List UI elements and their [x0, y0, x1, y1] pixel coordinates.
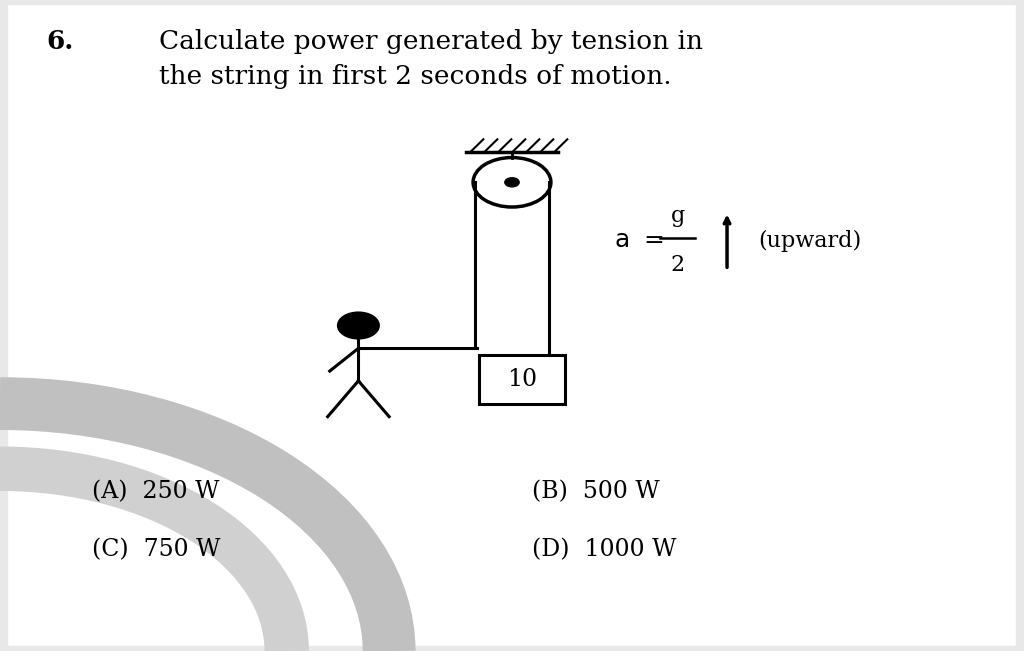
Bar	[479, 355, 565, 404]
Circle shape	[338, 312, 379, 339]
Text: (upward): (upward)	[758, 230, 861, 252]
Text: (B)  500 W: (B) 500 W	[532, 480, 660, 503]
Text: $\mathrm{a}$: $\mathrm{a}$	[614, 229, 630, 253]
Text: (A)  250 W: (A) 250 W	[92, 480, 220, 503]
Text: g: g	[671, 204, 685, 227]
Text: 2: 2	[671, 254, 685, 276]
Circle shape	[505, 178, 519, 187]
Text: (D)  1000 W: (D) 1000 W	[532, 538, 677, 562]
Text: =: =	[643, 229, 664, 253]
Text: Calculate power generated by tension in
the string in first 2 seconds of motion.: Calculate power generated by tension in …	[159, 29, 702, 89]
Text: 6.: 6.	[46, 29, 74, 54]
FancyBboxPatch shape	[8, 5, 1016, 646]
Text: (C)  750 W: (C) 750 W	[92, 538, 220, 562]
Text: 10: 10	[507, 368, 538, 391]
